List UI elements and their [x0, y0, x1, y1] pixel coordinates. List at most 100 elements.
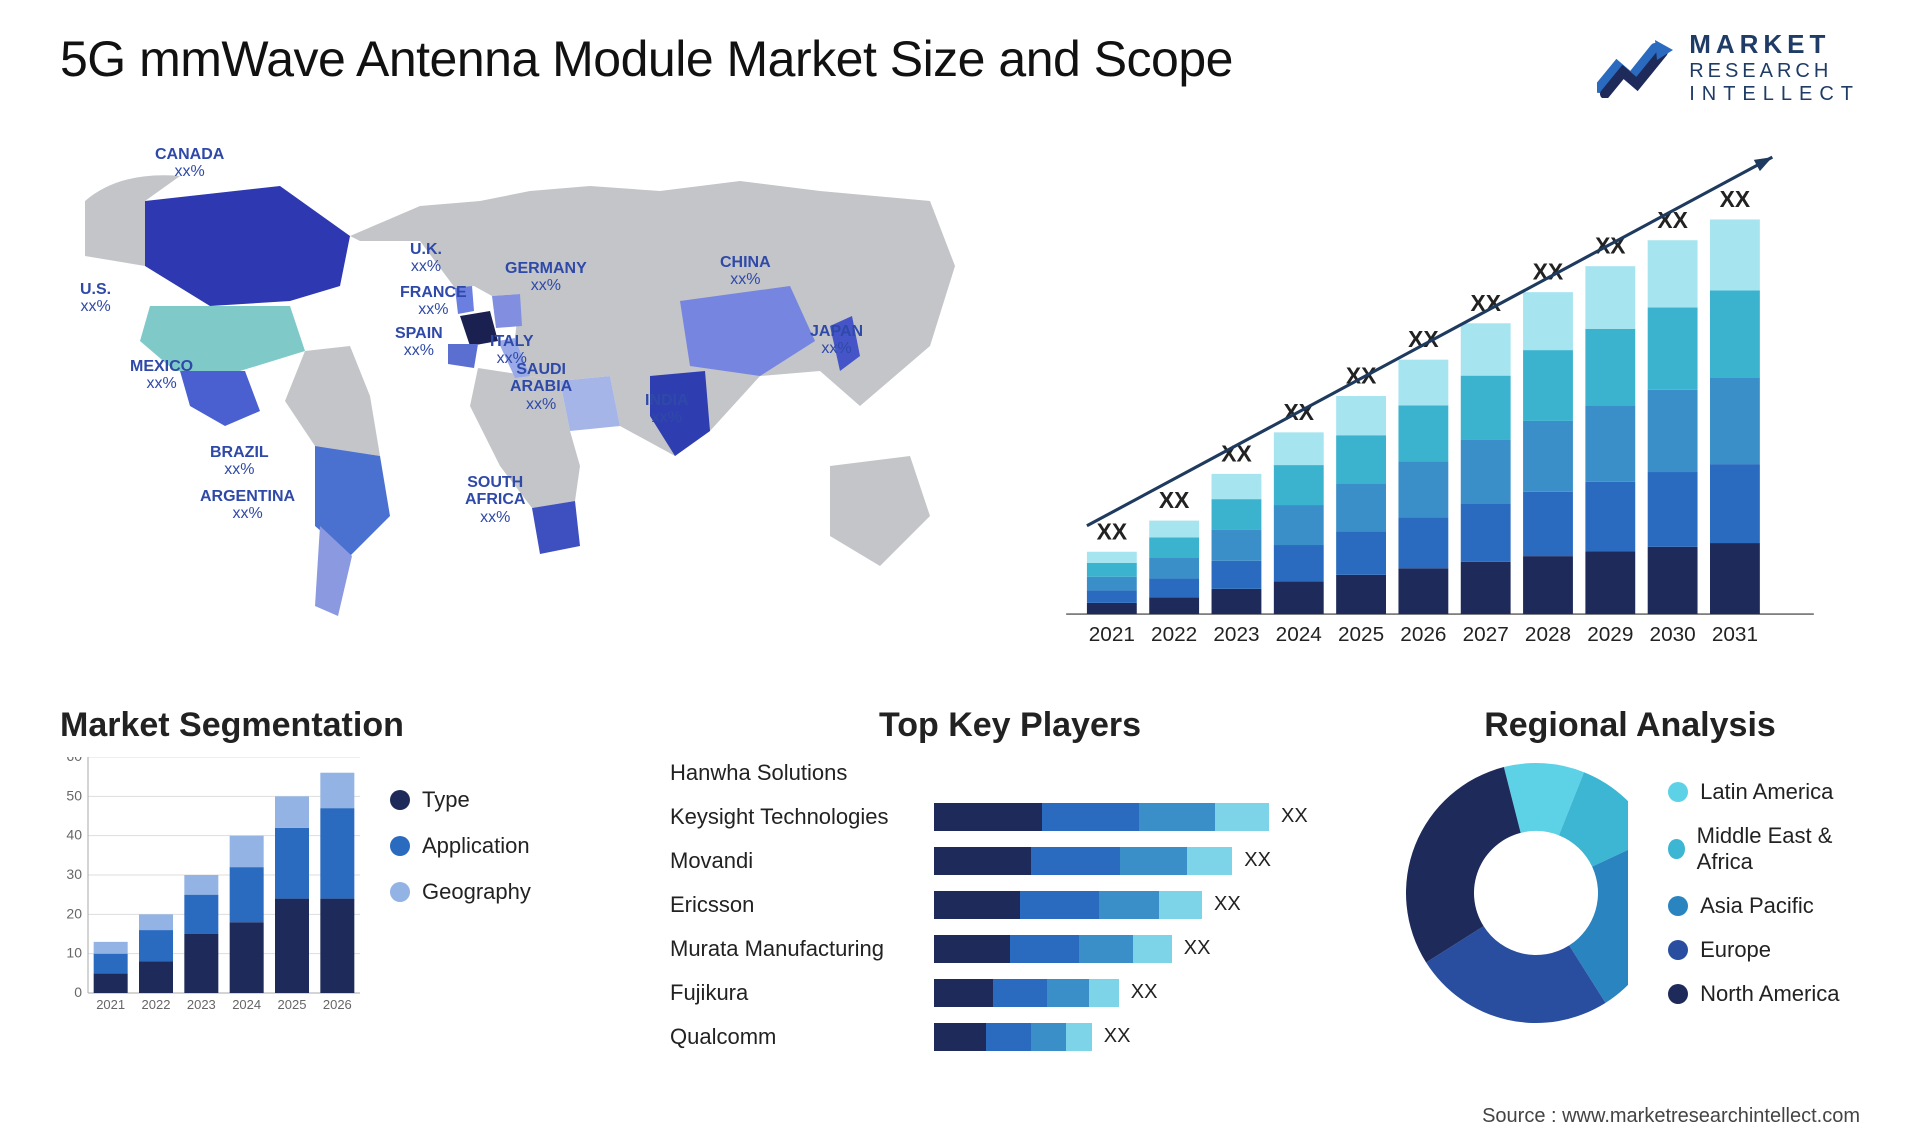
player-bar — [934, 979, 1119, 1007]
svg-text:XX: XX — [1097, 518, 1128, 544]
players-list: Hanwha SolutionsKeysight TechnologiesXXM… — [670, 757, 1350, 1053]
player-bar-wrap: XX — [934, 847, 1350, 875]
player-bar-wrap: XX — [934, 803, 1350, 831]
svg-text:40: 40 — [66, 827, 82, 843]
legend-item: Middle East & Africa — [1668, 823, 1860, 875]
regional-legend: Latin America Middle East & Africa Asia Pa… — [1668, 779, 1860, 1007]
map-label: CANADAxx% — [155, 146, 224, 181]
legend-label: North America — [1700, 981, 1839, 1007]
player-name: Fujikura — [670, 980, 920, 1006]
svg-text:2026: 2026 — [323, 997, 352, 1012]
player-bar — [934, 891, 1202, 919]
player-row: Fujikura XX — [670, 977, 1350, 1009]
svg-text:2021: 2021 — [96, 997, 125, 1012]
player-bar — [934, 803, 1269, 831]
player-value: XX — [1184, 937, 1211, 960]
svg-text:10: 10 — [66, 945, 82, 961]
player-name: Qualcomm — [670, 1024, 920, 1050]
legend-item: Europe — [1668, 937, 1860, 963]
regional-donut-chart — [1400, 757, 1628, 1029]
brand-logo: MARKET RESEARCH INTELLECT — [1597, 30, 1860, 106]
legend-swatch-icon — [1668, 984, 1688, 1004]
legend-item: Type — [390, 787, 531, 813]
player-name: Ericsson — [670, 892, 920, 918]
legend-label: Latin America — [1700, 779, 1833, 805]
map-label: CHINAxx% — [720, 254, 771, 289]
svg-text:2022: 2022 — [1151, 623, 1197, 646]
svg-text:60: 60 — [66, 757, 82, 764]
svg-text:2031: 2031 — [1712, 623, 1758, 646]
player-value: XX — [1131, 981, 1158, 1004]
svg-text:50: 50 — [66, 787, 82, 803]
svg-text:2028: 2028 — [1525, 623, 1571, 646]
legend-swatch-icon — [390, 882, 410, 902]
svg-text:2023: 2023 — [1213, 623, 1259, 646]
svg-text:2021: 2021 — [1089, 623, 1135, 646]
legend-swatch-icon — [1668, 896, 1688, 916]
map-region-eu-sp — [448, 344, 478, 368]
player-value: XX — [1214, 893, 1241, 916]
player-value: XX — [1104, 1025, 1131, 1048]
player-bar — [934, 847, 1232, 875]
logo-line2: RESEARCH — [1689, 60, 1860, 83]
regional-title: Regional Analysis — [1400, 706, 1860, 745]
player-bar — [934, 935, 1172, 963]
legend-label: Geography — [422, 879, 531, 905]
svg-text:2025: 2025 — [1338, 623, 1384, 646]
logo-line1: MARKET — [1689, 30, 1860, 60]
player-value: XX — [1281, 805, 1308, 828]
svg-text:0: 0 — [74, 984, 82, 1000]
player-row: Murata ManufacturingXX — [670, 933, 1350, 965]
donut-slice — [1406, 767, 1521, 962]
svg-text:2029: 2029 — [1587, 623, 1633, 646]
svg-text:2022: 2022 — [142, 997, 171, 1012]
player-bar-wrap: XX — [934, 979, 1350, 1007]
player-name: Hanwha Solutions — [670, 760, 920, 786]
logo-line3: INTELLECT — [1689, 83, 1860, 106]
map-region-eu-de — [492, 294, 522, 328]
legend-label: Europe — [1700, 937, 1771, 963]
player-row: Qualcomm XX — [670, 1021, 1350, 1053]
legend-swatch-icon — [1668, 839, 1685, 859]
legend-label: Middle East & Africa — [1697, 823, 1860, 875]
map-label: U.S.xx% — [80, 281, 111, 316]
map-label: MEXICOxx% — [130, 358, 193, 393]
legend-item: Application — [390, 833, 531, 859]
svg-text:XX: XX — [1159, 487, 1190, 513]
svg-text:2026: 2026 — [1400, 623, 1446, 646]
svg-text:2024: 2024 — [232, 997, 261, 1012]
legend-label: Type — [422, 787, 470, 813]
player-bar-wrap: XX — [934, 1023, 1350, 1051]
legend-label: Application — [422, 833, 530, 859]
map-label: FRANCExx% — [400, 284, 467, 319]
map-label: SAUDIARABIAxx% — [510, 361, 572, 414]
map-label: JAPANxx% — [810, 323, 863, 358]
legend-swatch-icon — [390, 836, 410, 856]
map-label: INDIAxx% — [645, 392, 689, 427]
legend-swatch-icon — [1668, 782, 1688, 802]
world-map: CANADAxx%U.S.xx%MEXICOxx%BRAZILxx%ARGENT… — [60, 126, 980, 666]
page-title: 5G mmWave Antenna Module Market Size and… — [60, 30, 1233, 88]
player-name: Keysight Technologies — [670, 804, 920, 830]
svg-text:2024: 2024 — [1276, 623, 1322, 646]
legend-label: Asia Pacific — [1700, 893, 1814, 919]
growth-chart-svg: XX2021XX2022XX2023XX2024XX2025XX2026XX20… — [1020, 126, 1860, 666]
legend-item: Asia Pacific — [1668, 893, 1860, 919]
regional-panel: Regional Analysis Latin America Middle Ea… — [1400, 706, 1860, 1066]
map-label: U.K.xx% — [410, 241, 442, 276]
legend-item: North America — [1668, 981, 1860, 1007]
map-label: SOUTHAFRICAxx% — [465, 474, 525, 527]
legend-item: Latin America — [1668, 779, 1860, 805]
players-title: Top Key Players — [670, 706, 1350, 745]
map-label: ARGENTINAxx% — [200, 488, 295, 523]
segmentation-chart: 0102030405060202120222023202420252026 — [60, 757, 360, 1017]
segmentation-panel: Market Segmentation 01020304050602021202… — [60, 706, 620, 1066]
player-bar-wrap: XX — [934, 891, 1350, 919]
legend-item: Geography — [390, 879, 531, 905]
segmentation-title: Market Segmentation — [60, 706, 620, 745]
map-label: SPAINxx% — [395, 325, 443, 360]
svg-text:2027: 2027 — [1463, 623, 1509, 646]
growth-bar-chart: XX2021XX2022XX2023XX2024XX2025XX2026XX20… — [1020, 126, 1860, 666]
player-name: Movandi — [670, 848, 920, 874]
svg-text:2023: 2023 — [187, 997, 216, 1012]
